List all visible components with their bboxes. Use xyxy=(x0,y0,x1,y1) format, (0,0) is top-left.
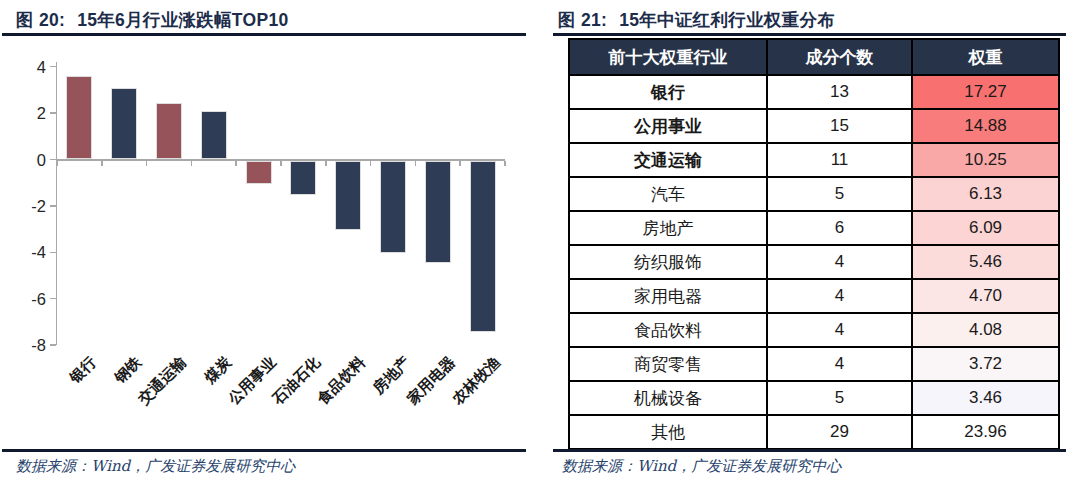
figure-21-bottom-rule xyxy=(553,449,1066,452)
figure-21-title-text: 15年中证红利行业权重分布 xyxy=(619,10,835,30)
table-header-cell: 成分个数 xyxy=(767,39,912,75)
table-row: 纺织服饰45.46 xyxy=(569,245,1059,279)
table-row: 银行1317.27 xyxy=(569,75,1059,109)
y-axis-tick xyxy=(50,112,56,114)
bar-公用事业 xyxy=(246,161,272,184)
count-cell: 11 xyxy=(767,143,912,177)
y-axis-tick xyxy=(50,205,56,207)
bar-钢铁 xyxy=(111,88,137,160)
table-row: 交通运输1110.25 xyxy=(569,143,1059,177)
bar-家用电器 xyxy=(425,161,451,263)
bar-房地产 xyxy=(380,161,406,254)
figure-20-title-rule xyxy=(2,33,526,36)
table-row: 其他2923.96 xyxy=(569,415,1059,449)
count-cell: 6 xyxy=(767,211,912,245)
x-axis-tick xyxy=(191,161,193,166)
count-cell: 4 xyxy=(767,279,912,313)
x-axis-tick xyxy=(280,161,282,166)
bar-食品饮料 xyxy=(335,161,361,231)
table-header-cell: 前十大权重行业 xyxy=(569,39,767,75)
figure-20-bottom-rule xyxy=(2,449,526,452)
table-row: 公用事业1514.88 xyxy=(569,109,1059,143)
table-header-row: 前十大权重行业成分个数权重 xyxy=(569,39,1059,75)
y-tick-label: 4 xyxy=(12,58,46,76)
page: 图 20:15年6月行业涨跌幅TOP10 420-2-4-6-8银行钢铁交通运输… xyxy=(0,0,1080,486)
y-axis-tick xyxy=(50,298,56,300)
figure-20-title-text: 15年6月行业涨跌幅TOP10 xyxy=(77,10,288,30)
table-row: 机械设备53.46 xyxy=(569,381,1059,415)
y-axis-tick xyxy=(50,66,56,68)
table-row: 家用电器44.70 xyxy=(569,279,1059,313)
bar-煤炭 xyxy=(201,111,227,160)
y-axis-tick xyxy=(50,344,56,346)
bar-农林牧渔 xyxy=(470,161,496,333)
x-axis-tick xyxy=(101,161,103,166)
count-cell: 13 xyxy=(767,75,912,109)
count-cell: 5 xyxy=(767,381,912,415)
table-row: 房地产66.09 xyxy=(569,211,1059,245)
industry-cell: 家用电器 xyxy=(569,279,767,313)
weight-cell: 6.09 xyxy=(912,211,1059,245)
industry-weight-table: 前十大权重行业成分个数权重 银行1317.27公用事业1514.88交通运输11… xyxy=(568,38,1060,450)
table-row: 汽车56.13 xyxy=(569,177,1059,211)
figure-20-source: 数据来源：Wind，广发证券发展研究中心 xyxy=(16,457,295,476)
y-tick-label: -4 xyxy=(12,243,46,261)
x-axis-tick xyxy=(415,161,417,166)
y-tick-label: -8 xyxy=(12,336,46,354)
weight-cell: 10.25 xyxy=(912,143,1059,177)
x-axis-tick xyxy=(370,161,372,166)
weight-cell: 14.88 xyxy=(912,109,1059,143)
figure-21-title-rule xyxy=(553,33,1066,36)
table-row: 商贸零售43.72 xyxy=(569,347,1059,381)
x-axis-tick xyxy=(56,161,58,166)
count-cell: 29 xyxy=(767,415,912,449)
bar-石油石化 xyxy=(290,161,316,196)
industry-cell: 食品饮料 xyxy=(569,313,767,347)
x-axis-tick xyxy=(459,161,461,166)
figure-21-source: 数据来源：Wind，广发证券发展研究中心 xyxy=(562,457,841,476)
y-tick-label: 0 xyxy=(12,151,46,169)
figure-21-number: 图 21: xyxy=(558,10,607,30)
y-axis-tick xyxy=(50,252,56,254)
figure-20-bar-chart: 图 20:15年6月行业涨跌幅TOP10 420-2-4-6-8银行钢铁交通运输… xyxy=(0,0,540,486)
industry-cell: 银行 xyxy=(569,75,767,109)
industry-cell: 商贸零售 xyxy=(569,347,767,381)
bar-银行 xyxy=(66,76,92,160)
x-axis-tick xyxy=(504,161,506,166)
industry-cell: 交通运输 xyxy=(569,143,767,177)
y-tick-label: -2 xyxy=(12,197,46,215)
weight-cell: 6.13 xyxy=(912,177,1059,211)
weight-cell: 5.46 xyxy=(912,245,1059,279)
y-tick-label: -6 xyxy=(12,290,46,308)
bar-交通运输 xyxy=(156,103,182,160)
count-cell: 5 xyxy=(767,177,912,211)
count-cell: 4 xyxy=(767,245,912,279)
x-axis-tick xyxy=(235,161,237,166)
count-cell: 4 xyxy=(767,347,912,381)
count-cell: 15 xyxy=(767,109,912,143)
weight-cell: 23.96 xyxy=(912,415,1059,449)
industry-cell: 公用事业 xyxy=(569,109,767,143)
industry-cell: 房地产 xyxy=(569,211,767,245)
y-axis xyxy=(56,62,58,345)
weight-cell: 3.46 xyxy=(912,381,1059,415)
figure-20-title: 图 20: 15年6月行业涨跌幅TOP10 xyxy=(16,8,288,32)
figure-21-title: 图 21: 15年中证红利行业权重分布 xyxy=(558,8,835,32)
x-axis-tick xyxy=(146,161,148,166)
count-cell: 4 xyxy=(767,313,912,347)
industry-cell: 机械设备 xyxy=(569,381,767,415)
industry-cell: 纺织服饰 xyxy=(569,245,767,279)
figure-21-weight-table: 图 21: 15年中证红利行业权重分布 前十大权重行业成分个数权重 银行1317.… xyxy=(540,0,1080,486)
industry-cell: 其他 xyxy=(569,415,767,449)
weight-cell: 17.27 xyxy=(912,75,1059,109)
x-axis-tick xyxy=(325,161,327,166)
table-header-cell: 权重 xyxy=(912,39,1059,75)
figure-20-number: 图 20: xyxy=(16,10,65,30)
industry-cell: 汽车 xyxy=(569,177,767,211)
weight-cell: 4.08 xyxy=(912,313,1059,347)
y-tick-label: 2 xyxy=(12,104,46,122)
weight-cell: 4.70 xyxy=(912,279,1059,313)
weight-cell: 3.72 xyxy=(912,347,1059,381)
table-row: 食品饮料44.08 xyxy=(569,313,1059,347)
